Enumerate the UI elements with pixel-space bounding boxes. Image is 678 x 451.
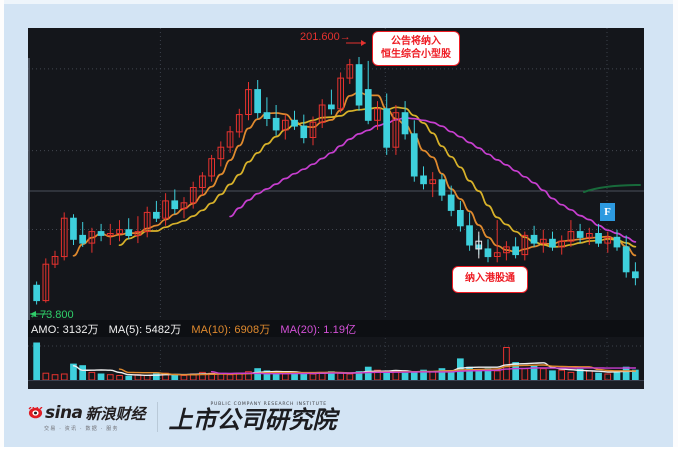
footer-divider [156, 402, 158, 432]
volume-plot [28, 338, 644, 381]
institute-english-name: PUBLIC COMPANY RESEARCH INSTITUTE [210, 402, 327, 407]
volume-time-axis [28, 380, 644, 389]
amo-value: AMO: 3132万 [31, 323, 99, 336]
sina-logo-row: sina 新浪财经 [28, 403, 146, 424]
sina-logo: sina 新浪财经 交易 · 资讯 · 数据 · 服务 [28, 403, 146, 432]
footer-logo-bar: sina 新浪财经 交易 · 资讯 · 数据 · 服务 PUBLIC COMPA… [28, 396, 337, 438]
sina-chinese-wordmark: 新浪财经 [85, 404, 146, 423]
stock-chart-frame[interactable]: AMO: 3132万 MA(5): 5482万 MA(10): 6908万 MA… [28, 28, 644, 389]
volume-pane[interactable] [28, 338, 644, 389]
price-pane[interactable] [28, 28, 644, 320]
callout-top-line1: 公告将纳入 [391, 36, 441, 47]
ma5-value: MA(5): 5482万 [108, 323, 182, 336]
sina-tagline: 交易 · 资讯 · 数据 · 服务 [44, 425, 119, 432]
indicator-info-bar: AMO: 3132万 MA(5): 5482万 MA(10): 6908万 MA… [28, 320, 644, 337]
page-edge-left [0, 0, 4, 451]
sina-eye-icon [28, 406, 43, 420]
high-price-label: 201.600→ [300, 31, 351, 43]
institute-logo: PUBLIC COMPANY RESEARCH INSTITUTE 上市公司研究… [169, 402, 337, 432]
page-edge-top [0, 0, 678, 4]
candlestick-plot [28, 28, 644, 320]
page-edge-right [673, 0, 678, 451]
callout-hsci-smallcap[interactable]: 公告将纳入 恒生综合小型股 [372, 31, 460, 66]
institute-chinese-name: 上市公司研究院 [168, 406, 337, 434]
ma10-value: MA(10): 6908万 [191, 323, 271, 336]
page-edge-bottom [0, 447, 678, 451]
ma20-value: MA(20): 1.19亿 [280, 323, 357, 336]
flag-marker-icon[interactable]: F [600, 203, 615, 221]
low-price-label: ←73.800 [29, 309, 74, 321]
sina-latin-wordmark: sina [45, 403, 83, 423]
callout-top-line2: 恒生综合小型股 [381, 48, 451, 60]
callout-stock-connect[interactable]: 纳入港股通 [452, 266, 528, 293]
